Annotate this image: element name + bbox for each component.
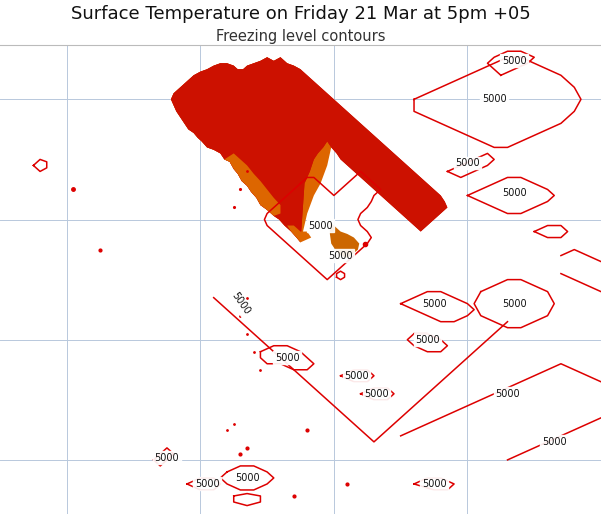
Polygon shape <box>171 57 331 243</box>
Text: 5000: 5000 <box>154 452 179 463</box>
Text: 5000: 5000 <box>328 251 353 261</box>
Text: 5000: 5000 <box>415 335 440 345</box>
Text: 5000: 5000 <box>502 188 526 198</box>
Text: Freezing level contours: Freezing level contours <box>216 29 385 44</box>
Text: 5000: 5000 <box>308 221 333 230</box>
Text: 5000: 5000 <box>364 389 389 399</box>
Text: 5000: 5000 <box>235 473 260 483</box>
Polygon shape <box>171 57 447 243</box>
Text: 5000: 5000 <box>495 389 520 399</box>
Polygon shape <box>330 222 359 258</box>
Text: 5000: 5000 <box>455 158 480 168</box>
Text: Surface Temperature on Friday 21 Mar at 5pm +05: Surface Temperature on Friday 21 Mar at … <box>71 5 530 23</box>
Text: 5000: 5000 <box>502 56 526 66</box>
Text: 5000: 5000 <box>482 95 507 104</box>
Text: 5000: 5000 <box>422 299 447 308</box>
Text: 5000: 5000 <box>422 479 447 489</box>
Text: 5000: 5000 <box>195 479 219 489</box>
Text: 5000: 5000 <box>275 353 299 363</box>
Polygon shape <box>171 57 447 243</box>
Text: 5000: 5000 <box>229 291 252 317</box>
Polygon shape <box>224 153 281 216</box>
Text: 5000: 5000 <box>344 371 369 381</box>
Text: 5000: 5000 <box>502 299 526 308</box>
Text: 5000: 5000 <box>542 437 567 447</box>
Polygon shape <box>287 226 311 243</box>
